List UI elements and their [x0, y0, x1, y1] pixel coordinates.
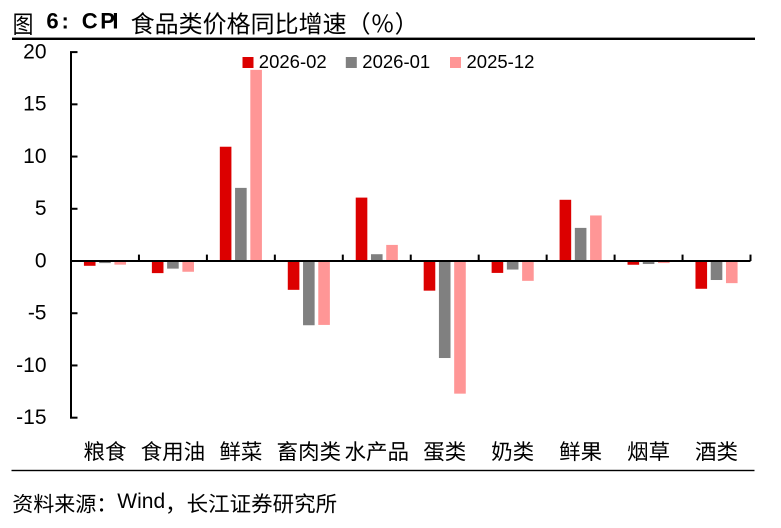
- svg-text:I: I: [112, 9, 118, 34]
- svg-text:-15: -15: [16, 406, 46, 429]
- svg-text:2026-02: 2026-02: [259, 51, 327, 72]
- svg-text:C: C: [82, 9, 98, 34]
- svg-text:Wind: Wind: [117, 490, 165, 513]
- svg-text::: :: [62, 9, 69, 34]
- svg-text:-5: -5: [28, 302, 47, 325]
- svg-text:6: 6: [46, 9, 58, 34]
- svg-text:-10: -10: [16, 354, 46, 377]
- svg-text:0: 0: [35, 249, 47, 272]
- svg-text:2025-12: 2025-12: [467, 51, 535, 72]
- svg-text:5: 5: [35, 197, 47, 220]
- svg-text:2026-01: 2026-01: [362, 51, 430, 72]
- svg-text:P: P: [100, 9, 115, 34]
- svg-text:20: 20: [23, 41, 46, 64]
- svg-text:15: 15: [23, 93, 46, 116]
- svg-text:10: 10: [23, 145, 46, 168]
